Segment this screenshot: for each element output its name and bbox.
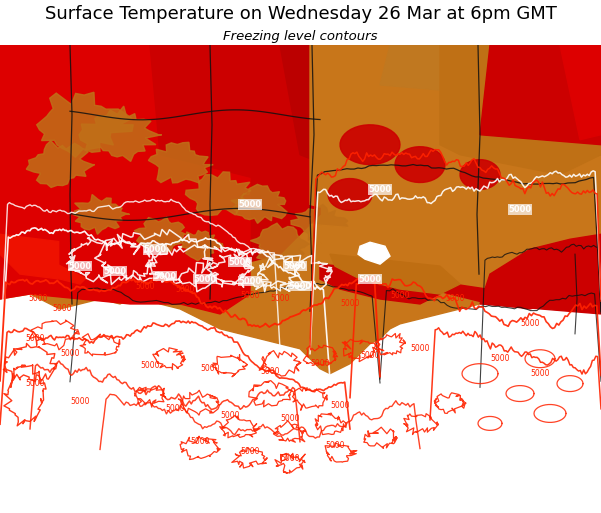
Polygon shape: [358, 242, 390, 264]
Polygon shape: [0, 45, 320, 264]
Text: 5000: 5000: [240, 447, 260, 456]
Polygon shape: [328, 179, 372, 210]
Text: 5000: 5000: [135, 282, 154, 290]
Polygon shape: [440, 45, 601, 174]
Text: 5000: 5000: [390, 291, 410, 301]
Text: 5000: 5000: [508, 205, 531, 214]
Text: 5000: 5000: [288, 282, 311, 290]
Text: 5000: 5000: [239, 277, 261, 286]
Polygon shape: [380, 45, 510, 95]
Polygon shape: [148, 142, 213, 183]
Polygon shape: [480, 45, 601, 145]
Text: 5000: 5000: [240, 291, 260, 301]
Text: 5000: 5000: [331, 401, 350, 410]
Polygon shape: [450, 45, 601, 165]
Polygon shape: [79, 106, 162, 162]
Polygon shape: [134, 217, 186, 252]
Text: 5000: 5000: [340, 300, 360, 308]
Text: 5000: 5000: [52, 304, 72, 313]
Text: 5000: 5000: [191, 437, 210, 446]
Polygon shape: [0, 45, 601, 373]
Text: 5000: 5000: [284, 262, 307, 271]
Polygon shape: [0, 45, 300, 204]
Text: 5000: 5000: [520, 320, 540, 328]
Polygon shape: [291, 205, 348, 243]
Text: 5000: 5000: [25, 334, 44, 343]
Polygon shape: [480, 234, 601, 314]
Polygon shape: [60, 239, 180, 289]
Text: 5000: 5000: [360, 351, 380, 360]
Polygon shape: [186, 172, 251, 215]
Text: 5000: 5000: [530, 369, 550, 378]
Polygon shape: [330, 254, 460, 294]
Polygon shape: [395, 147, 445, 183]
Text: 5000: 5000: [165, 404, 185, 413]
Text: 5000: 5000: [280, 414, 300, 423]
Text: 5000: 5000: [70, 397, 90, 406]
Polygon shape: [26, 141, 94, 187]
Text: 5000: 5000: [490, 354, 510, 363]
Text: 5000: 5000: [25, 379, 44, 388]
Text: 5000: 5000: [69, 262, 91, 271]
Text: 5000: 5000: [310, 359, 330, 368]
Polygon shape: [37, 92, 133, 157]
Polygon shape: [310, 45, 601, 224]
Text: 5000: 5000: [358, 274, 382, 284]
Text: 5000: 5000: [194, 274, 216, 284]
Polygon shape: [310, 224, 460, 279]
Text: 5000: 5000: [228, 258, 252, 267]
Text: 5000: 5000: [325, 441, 345, 450]
Text: 5000: 5000: [368, 185, 392, 194]
Text: 5000: 5000: [270, 294, 290, 304]
Text: 5000: 5000: [140, 361, 160, 370]
Text: 5000: 5000: [280, 454, 300, 463]
Text: 5000: 5000: [60, 349, 80, 358]
Polygon shape: [150, 45, 350, 185]
Polygon shape: [280, 45, 480, 174]
Polygon shape: [250, 223, 310, 261]
Polygon shape: [460, 160, 500, 189]
Text: 5000: 5000: [103, 267, 127, 275]
Polygon shape: [178, 230, 223, 261]
Text: 5000: 5000: [445, 294, 465, 304]
Text: 5000: 5000: [410, 344, 430, 353]
Polygon shape: [340, 125, 400, 165]
Text: 5000: 5000: [239, 200, 261, 209]
Polygon shape: [560, 45, 601, 140]
Polygon shape: [420, 279, 550, 309]
Polygon shape: [0, 45, 250, 314]
Polygon shape: [231, 184, 287, 223]
Text: 5000: 5000: [260, 367, 279, 376]
Text: 5000: 5000: [144, 245, 166, 254]
Text: 5000: 5000: [28, 294, 47, 304]
Polygon shape: [0, 234, 100, 284]
Polygon shape: [320, 264, 440, 304]
Text: Surface Temperature on Wednesday 26 Mar at 6pm GMT: Surface Temperature on Wednesday 26 Mar …: [44, 6, 557, 24]
Text: 5000: 5000: [175, 285, 195, 293]
Text: 5000: 5000: [220, 411, 240, 420]
Polygon shape: [73, 194, 130, 234]
Text: Freezing level contours: Freezing level contours: [223, 30, 378, 43]
Text: 5000: 5000: [153, 271, 177, 281]
Text: 5000: 5000: [200, 364, 220, 373]
